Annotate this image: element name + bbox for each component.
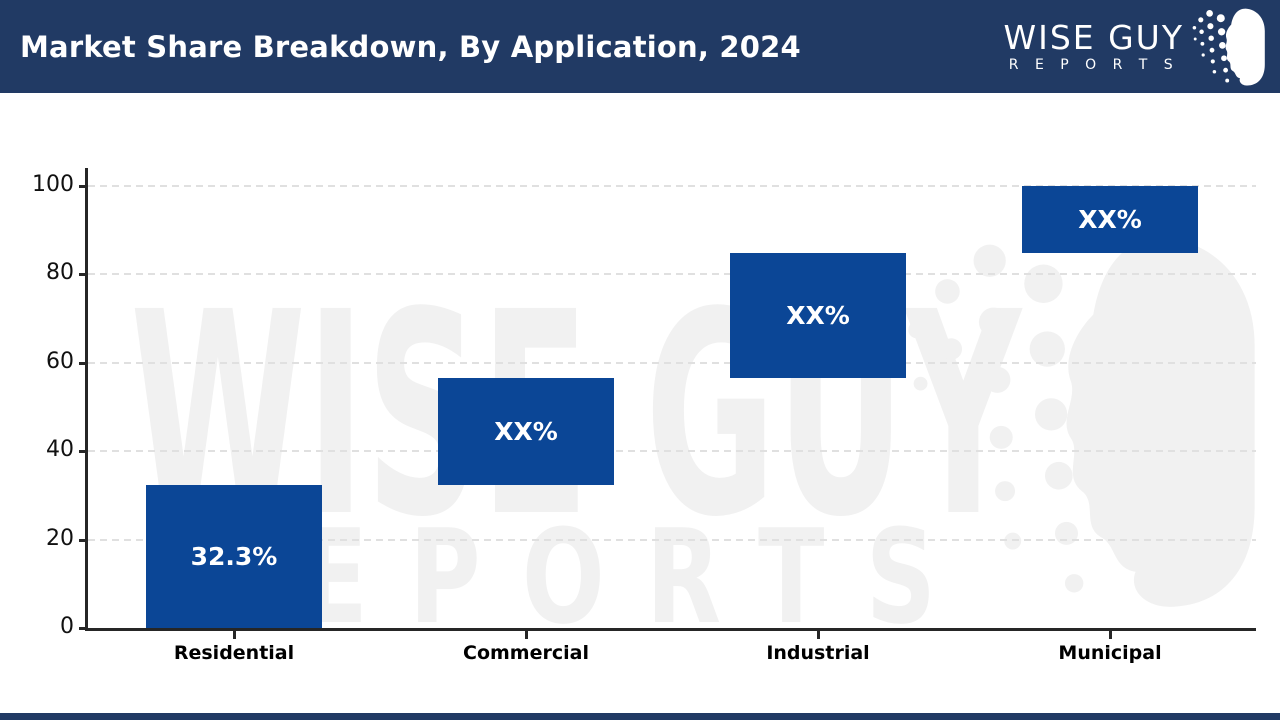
logo-text: WISE GUY R E P O R T S <box>1003 21 1184 73</box>
y-gridline-20 <box>88 538 1256 541</box>
bar-value-label-commercial: XX% <box>494 417 558 447</box>
y-tick-label-40: 40 <box>46 437 74 463</box>
x-tickmark-residential <box>233 631 236 639</box>
x-tickmark-municipal <box>1109 631 1112 639</box>
y-tickmark-0 <box>79 627 88 630</box>
y-gridline-80 <box>88 273 1256 276</box>
wiseguy-logo: WISE GUY R E P O R T S <box>1003 7 1268 87</box>
x-axis-line <box>85 628 1256 631</box>
logo-wordmark: WISE GUY <box>1003 17 1184 57</box>
bar-commercial: XX% <box>438 378 614 486</box>
y-tickmark-20 <box>79 538 88 542</box>
y-tick-label-100: 100 <box>32 172 74 197</box>
header-bar: Market Share Breakdown, By Application, … <box>0 0 1280 93</box>
footer-bar <box>0 713 1280 720</box>
y-tickmark-60 <box>79 361 88 365</box>
y-tick-label-60: 60 <box>46 348 74 374</box>
y-tickmark-80 <box>79 273 88 277</box>
y-tick-label-0: 0 <box>60 614 74 639</box>
x-tickmark-industrial <box>817 631 820 639</box>
bar-industrial: XX% <box>730 252 906 379</box>
bar-value-label-municipal: XX% <box>1078 204 1142 234</box>
chart-canvas: WISE GUY REPORTS 0 20 40 60 80 100 32.3% Reside… <box>0 93 1280 713</box>
y-tickmark-40 <box>79 450 88 454</box>
y-tick-label-80: 80 <box>46 260 74 286</box>
page-title: Market Share Breakdown, By Application, … <box>20 29 801 64</box>
x-axis-label-commercial: Commercial <box>463 642 589 664</box>
x-axis-label-residential: Residential <box>173 642 295 664</box>
logo-subtitle: R E P O R T S <box>1008 56 1179 73</box>
y-gridline-100 <box>88 185 1256 187</box>
bar-residential: 32.3% <box>146 485 322 628</box>
y-gridline-60 <box>88 361 1256 364</box>
x-tickmark-commercial <box>525 631 528 639</box>
watermark-dot-face <box>908 237 1255 607</box>
bar-municipal: XX% <box>1022 186 1198 253</box>
bar-value-label-industrial: XX% <box>786 300 850 330</box>
y-tick-label-20: 20 <box>46 525 74 551</box>
x-axis-label-municipal: Municipal <box>1058 642 1162 664</box>
x-axis-label-industrial: Industrial <box>766 642 870 664</box>
y-tickmark-100 <box>79 185 88 188</box>
y-gridline-40 <box>88 450 1256 453</box>
y-axis-line <box>85 168 88 630</box>
bar-value-label-residential: 32.3% <box>190 542 278 572</box>
dot-face-icon <box>1192 8 1265 86</box>
